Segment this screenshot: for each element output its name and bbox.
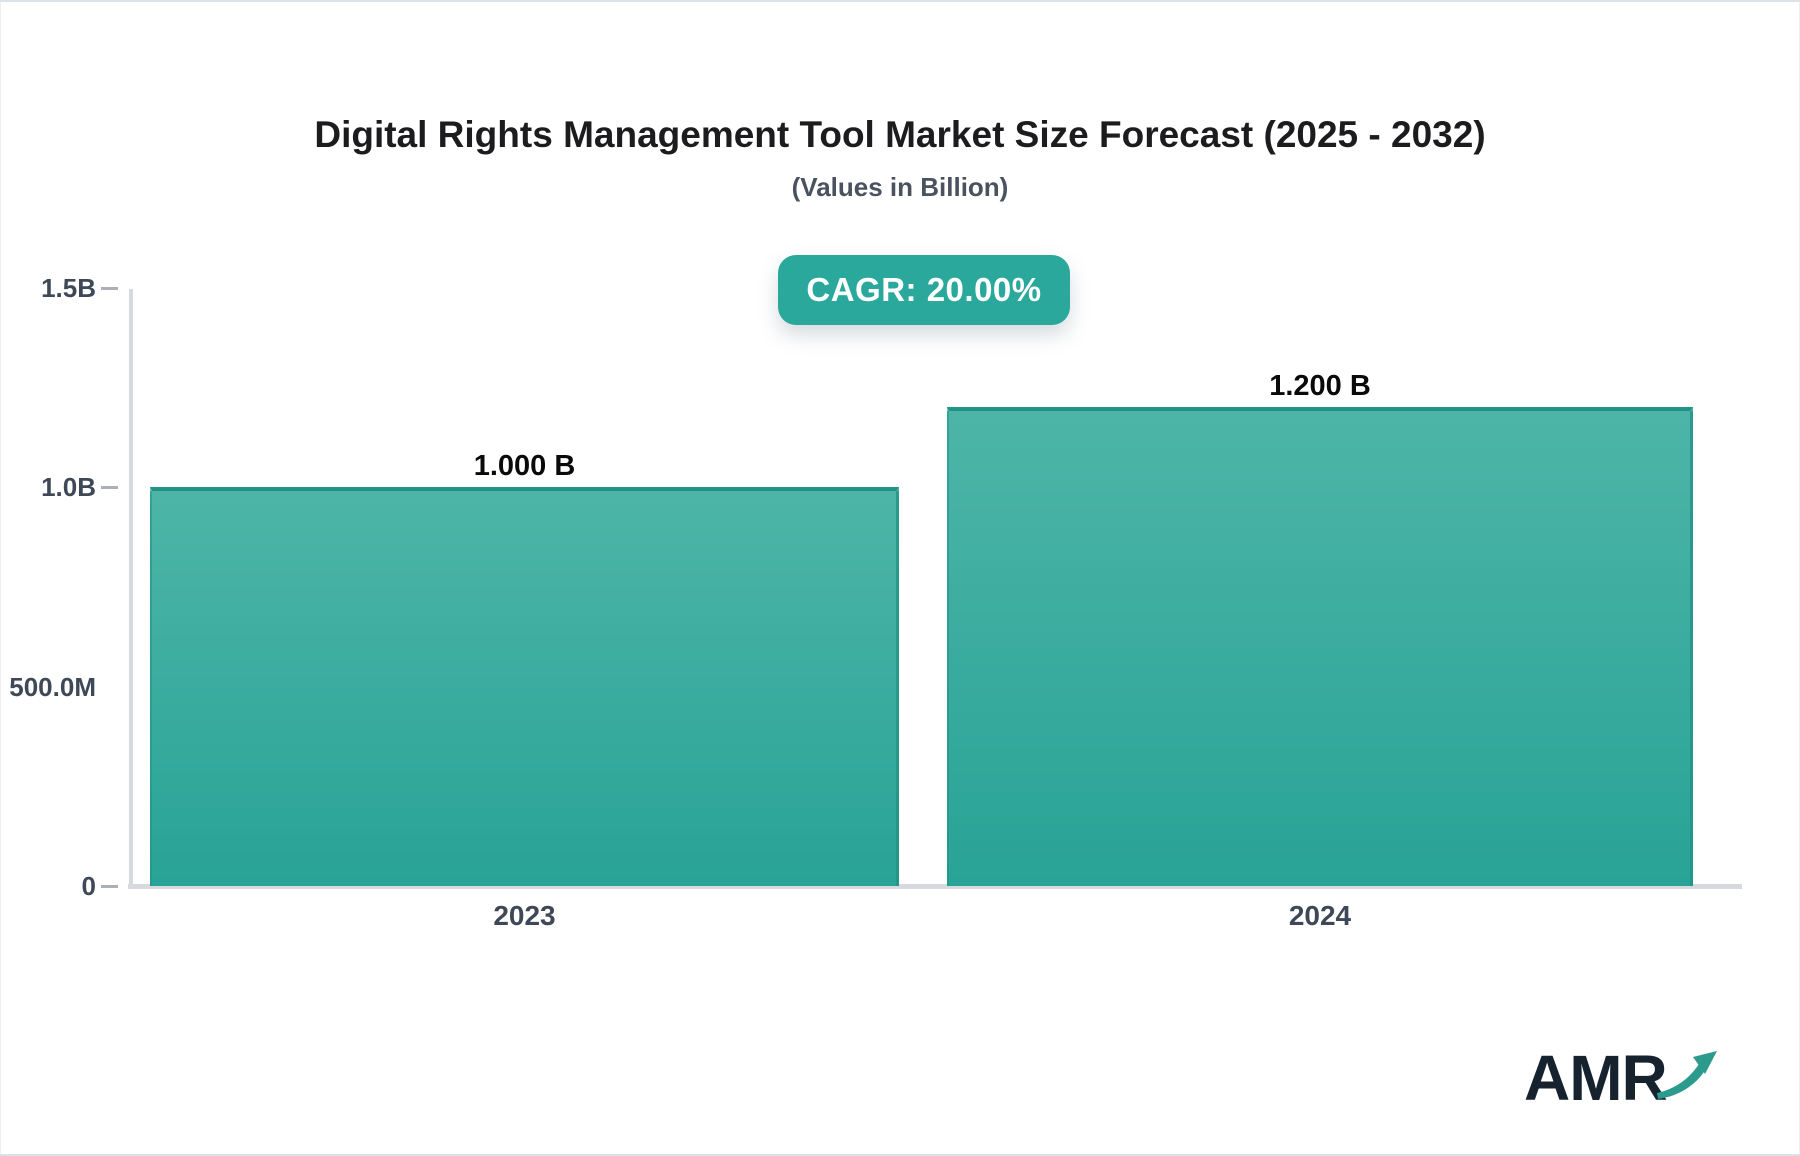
x-tick-label: 2023: [493, 900, 556, 931]
y-tick-dash-icon: [101, 286, 118, 290]
x-tick-label: 2024: [1288, 900, 1352, 931]
x-axis-baseline: [128, 884, 1742, 889]
bar-2023: [150, 487, 899, 886]
y-tick-label: 1.5B: [41, 272, 96, 303]
cagr-badge: CAGR: 20.00%: [778, 255, 1070, 325]
chart-title: Digital Rights Management Tool Market Si…: [314, 114, 1486, 155]
y-tick-label: 1.0B: [41, 472, 96, 502]
y-tick-dash-icon: [101, 486, 118, 489]
y-tick-label: 0: [81, 871, 96, 901]
bar-2024: [947, 407, 1693, 886]
y-axis-line: [129, 289, 133, 889]
bar-value-label: 1.200 B: [1269, 370, 1371, 403]
y-tick-label: 500.0M: [9, 671, 96, 702]
chart-subtitle: (Values in Billion): [791, 172, 1009, 202]
y-tick-dash-icon: [101, 885, 118, 888]
amr-logo-text: AMR: [1524, 1042, 1668, 1114]
bar-value-label: 1.000 B: [473, 450, 576, 482]
trend-arrow-icon: [1656, 1051, 1717, 1099]
amr-logo: AMR: [1524, 1028, 1754, 1128]
